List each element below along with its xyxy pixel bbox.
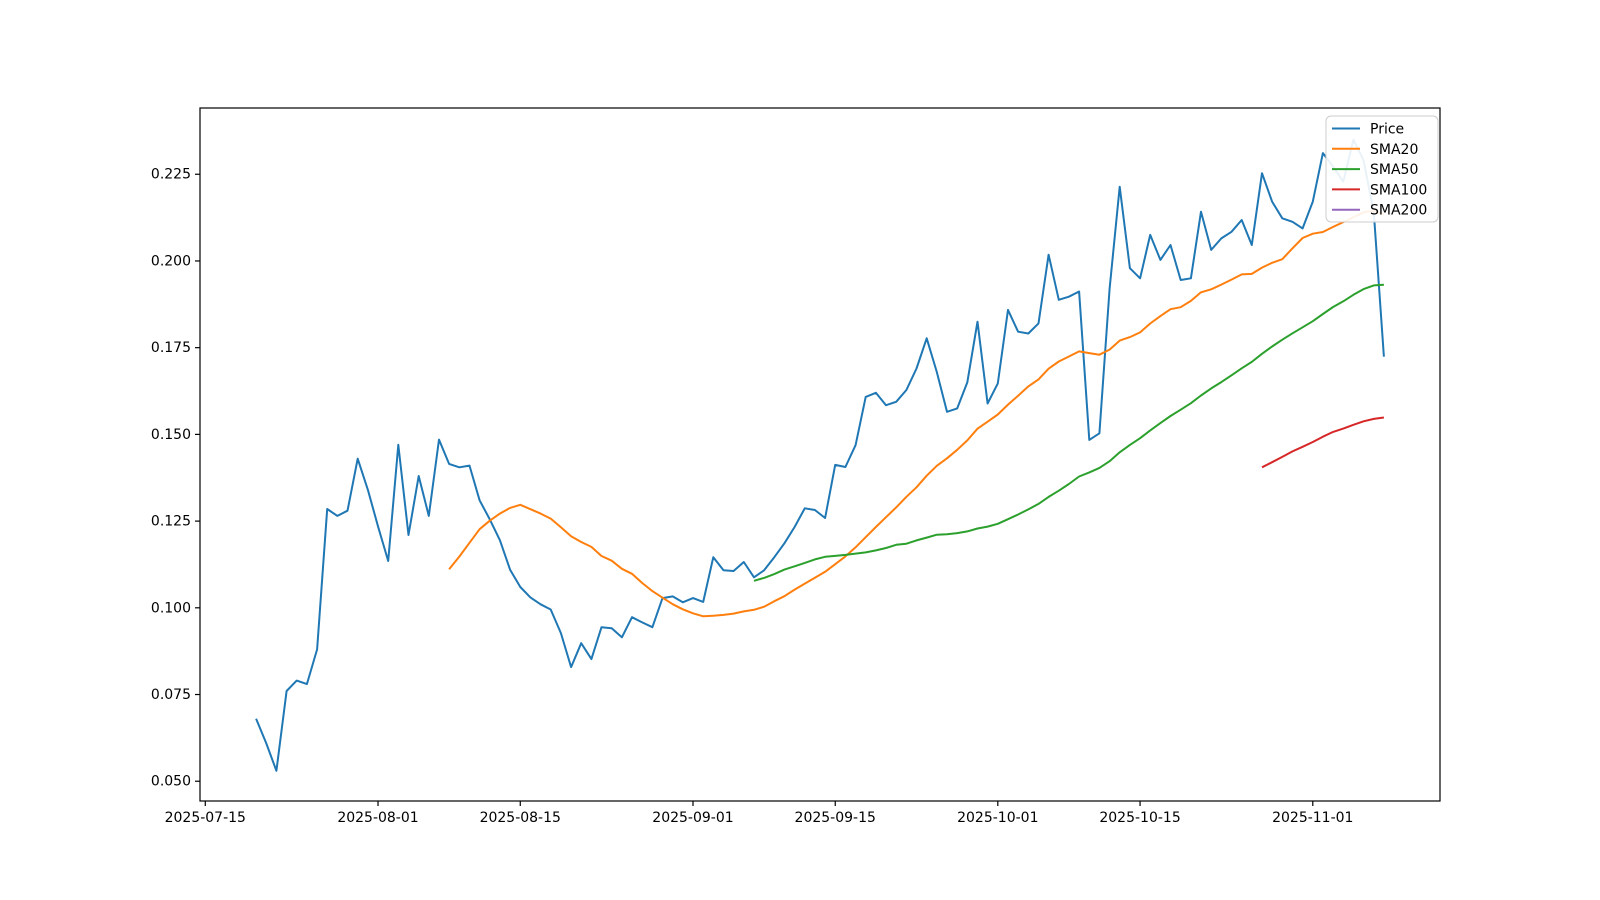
- sma50-line: [753, 283, 1384, 582]
- legend-label-sma200: SMA200: [1370, 203, 1427, 219]
- legend-label-sma20: SMA20: [1370, 142, 1418, 158]
- y-tick-label: 0.150: [151, 427, 191, 443]
- x-axis: 2025-07-15 2025-08-01 2025-08-15 2025-09-01…: [165, 801, 1353, 826]
- y-tick-label: 0.200: [151, 253, 191, 269]
- series-lines: [255, 138, 1385, 772]
- y-tick-label: 0.125: [151, 514, 191, 530]
- y-axis: 0.050 0.075 0.100 0.125 0.150 0.175 0.200 0.225: [151, 167, 200, 790]
- x-tick-label: 2025-09-01: [652, 810, 733, 826]
- y-tick-label: 0.225: [151, 167, 191, 183]
- legend-label-sma100: SMA100: [1370, 182, 1427, 198]
- legend-label-price: Price: [1370, 122, 1404, 138]
- plot-border: [199, 107, 1441, 802]
- y-tick-label: 0.175: [151, 340, 191, 356]
- x-tick-label: 2025-11-01: [1272, 810, 1353, 826]
- sma100-line: [1261, 416, 1385, 469]
- x-tick-label: 2025-09-15: [795, 810, 876, 826]
- legend-label-sma50: SMA50: [1370, 162, 1418, 178]
- y-tick-label: 0.075: [151, 687, 191, 703]
- x-tick-label: 2025-08-01: [337, 810, 418, 826]
- price-line: [255, 138, 1385, 772]
- legend-box: [1325, 115, 1439, 223]
- x-tick-label: 2025-10-15: [1099, 810, 1180, 826]
- y-tick-label: 0.100: [151, 600, 191, 616]
- sma20-line: [448, 209, 1385, 618]
- x-tick-label: 2025-08-15: [480, 810, 561, 826]
- y-tick-label: 0.050: [151, 774, 191, 790]
- x-tick-label: 2025-07-15: [165, 810, 246, 826]
- x-tick-label: 2025-10-01: [957, 810, 1038, 826]
- legend: Price SMA20 SMA50 SMA100 SMA200: [1325, 115, 1439, 223]
